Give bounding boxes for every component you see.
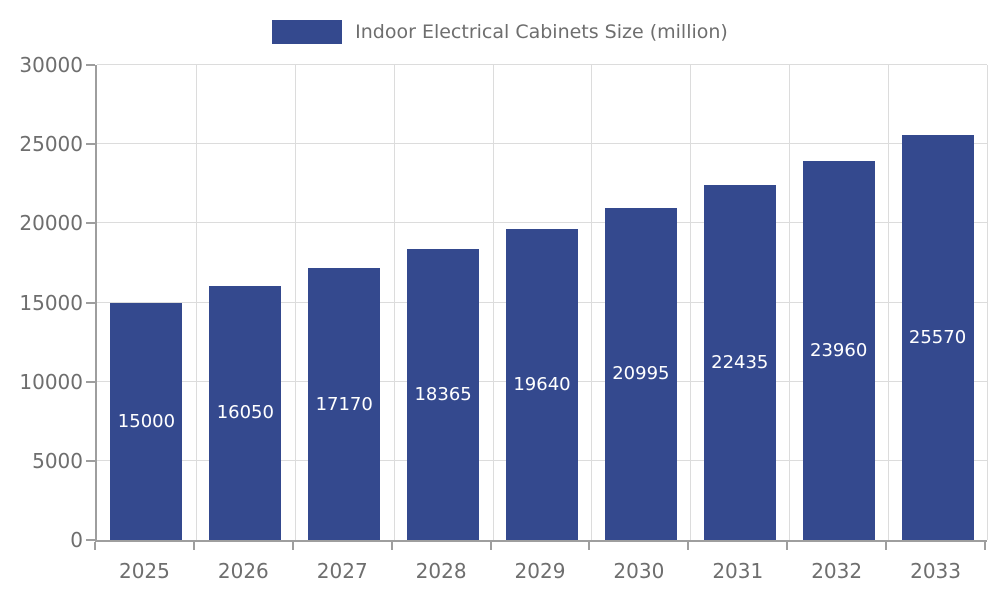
- x-axis-tick: [588, 542, 591, 550]
- x-axis-tick-label: 2033: [910, 559, 961, 583]
- x-axis-tick: [687, 542, 690, 550]
- grid-line-v: [492, 65, 494, 540]
- bar-2028: 18365: [407, 249, 480, 540]
- y-axis-tick-label: 30000: [19, 53, 83, 77]
- x-axis-tick-label: 2028: [415, 559, 467, 583]
- y-axis-tick: [86, 64, 95, 66]
- y-axis-tick: [86, 539, 95, 541]
- grid-line-h: [97, 143, 987, 145]
- bar-value-label: 16050: [216, 402, 274, 424]
- x-axis-tick: [192, 542, 195, 550]
- bar-value-label: 19640: [513, 374, 571, 396]
- bar-2033: 25570: [901, 135, 974, 540]
- bar-2026: 16050: [209, 285, 282, 540]
- y-axis-tick: [86, 301, 95, 304]
- x-axis-tick: [984, 542, 986, 550]
- y-axis-tick-label: 5000: [32, 448, 83, 473]
- bar-2029: 19640: [506, 229, 578, 540]
- legend-swatch: [272, 20, 343, 44]
- grid-line-v: [195, 65, 197, 540]
- grid-line-h: [97, 64, 987, 65]
- x-axis-tick: [786, 542, 789, 550]
- legend[interactable]: Indoor Electrical Cabinets Size (million…: [0, 20, 1000, 44]
- bar-2032: 23960: [802, 160, 875, 540]
- grid-line-v: [591, 65, 593, 540]
- y-axis-tick-label: 0: [70, 528, 83, 552]
- x-axis-tick-label: 2030: [613, 559, 665, 583]
- y-axis-tick-label: 15000: [19, 290, 83, 315]
- x-axis-tick-label: 2032: [811, 559, 863, 583]
- x-axis-tick: [885, 542, 888, 550]
- y-axis-tick-label: 20000: [19, 211, 83, 236]
- x-axis-tick: [390, 542, 393, 550]
- bar-value-label: 25570: [908, 327, 967, 349]
- x-axis-tick: [489, 542, 492, 550]
- y-axis-tick: [86, 222, 95, 225]
- y-axis-tick: [86, 380, 95, 383]
- x-axis-tick-label: 2029: [514, 559, 566, 583]
- x-axis-tick: [291, 542, 294, 550]
- grid-line-v: [393, 65, 395, 540]
- y-axis-tick-label: 10000: [19, 369, 83, 394]
- bar-2030: 20995: [604, 207, 677, 540]
- bar-value-label: 18365: [414, 384, 472, 406]
- grid-line-v: [690, 65, 692, 540]
- x-axis-tick-label: 2026: [217, 559, 269, 583]
- x-axis-tick-label: 2031: [712, 559, 764, 583]
- y-axis-tick-label: 25000: [19, 132, 83, 157]
- bar-2027: 17170: [308, 268, 381, 540]
- grid-line-h: [97, 222, 987, 224]
- bar-2025: 15000: [110, 302, 183, 540]
- y-axis-tick: [86, 143, 95, 146]
- grid-line-v: [789, 65, 791, 540]
- bar-value-label: 23960: [810, 339, 868, 361]
- bar-2031: 22435: [703, 184, 776, 540]
- y-axis-tick: [86, 459, 95, 462]
- bar-value-label: 20995: [612, 363, 670, 385]
- plot-area: 15000 16050 17170 18365 19640 20995 22435 23960…: [95, 64, 988, 542]
- bar-value-label: 15000: [117, 410, 176, 432]
- x-axis-tick-label: 2027: [316, 559, 368, 583]
- grid-line-v: [294, 65, 296, 540]
- grid-line-v: [888, 65, 890, 540]
- legend-label: Indoor Electrical Cabinets Size (million…: [355, 21, 728, 43]
- bar-value-label: 17170: [315, 393, 373, 415]
- bar-value-label: 22435: [711, 351, 769, 373]
- grid-line-v: [987, 65, 988, 540]
- x-axis-tick: [94, 542, 96, 550]
- x-axis-tick-label: 2025: [118, 559, 170, 583]
